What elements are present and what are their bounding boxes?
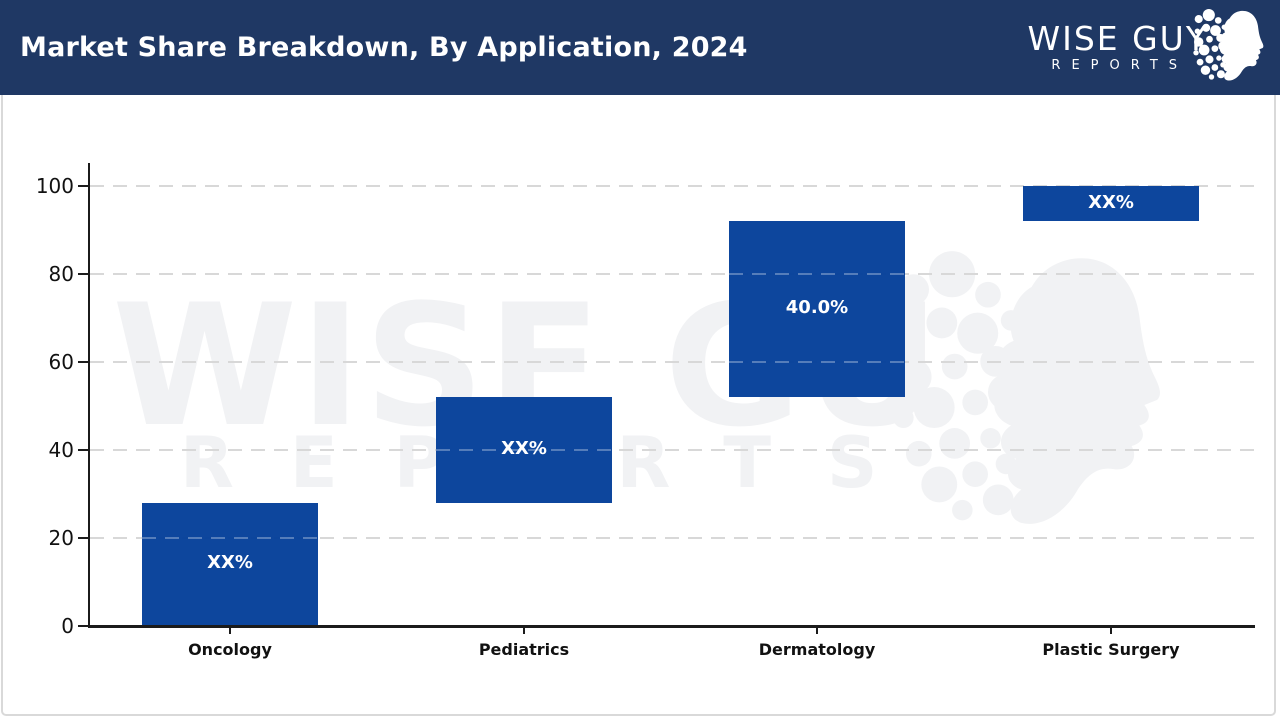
x-label-pediatrics: Pediatrics bbox=[478, 640, 570, 659]
y-tick-label-40: 40 bbox=[48, 438, 74, 462]
x-tick-plastic-surgery bbox=[1110, 628, 1112, 634]
gridline-80 bbox=[90, 273, 1255, 275]
bar-gridline-overlay bbox=[142, 536, 318, 539]
bar-gridline-overlay bbox=[729, 360, 905, 363]
y-tick-label-60: 60 bbox=[48, 350, 74, 374]
x-label-plastic-surgery: Plastic Surgery bbox=[1042, 640, 1180, 659]
bar-dermatology bbox=[729, 221, 905, 398]
bar-label-pediatrics: XX% bbox=[501, 438, 547, 459]
brand-name: WISE GUY bbox=[1027, 18, 1208, 58]
y-tick-100 bbox=[78, 185, 88, 187]
bar-oncology bbox=[142, 502, 318, 626]
brand-face-icon bbox=[1192, 6, 1266, 88]
y-tick-40 bbox=[78, 449, 88, 451]
x-tick-oncology bbox=[229, 628, 231, 634]
header: Market Share Breakdown, By Application, … bbox=[0, 0, 1280, 95]
x-tick-pediatrics bbox=[523, 628, 525, 634]
page-title: Market Share Breakdown, By Application, … bbox=[20, 32, 748, 63]
brand-logo-text: WISE GUY REPORTS bbox=[1027, 18, 1208, 74]
x-label-dermatology: Dermatology bbox=[758, 640, 876, 659]
bar-plastic-surgery bbox=[1023, 186, 1199, 222]
y-tick-label-80: 80 bbox=[48, 262, 74, 286]
gridline-20 bbox=[90, 537, 1255, 539]
bar-label-dermatology: 40.0% bbox=[785, 297, 849, 319]
y-tick-0 bbox=[78, 625, 88, 627]
x-tick-dermatology bbox=[816, 628, 818, 634]
bar-pediatrics bbox=[436, 397, 612, 503]
bar-label-plastic-surgery: XX% bbox=[1088, 191, 1134, 213]
bar-gridline-overlay bbox=[729, 272, 905, 275]
x-label-oncology: Oncology bbox=[188, 640, 272, 659]
bar-gridline-overlay bbox=[436, 448, 612, 451]
y-tick-20 bbox=[78, 537, 88, 539]
bar-label-oncology: XX% bbox=[207, 552, 253, 574]
y-tick-label-20: 20 bbox=[48, 526, 74, 550]
x-axis-line bbox=[88, 625, 1255, 628]
y-tick-label-0: 0 bbox=[61, 614, 74, 638]
gridline-100 bbox=[90, 185, 1255, 187]
brand-subtitle: REPORTS bbox=[1051, 58, 1189, 74]
y-axis-line bbox=[88, 163, 90, 628]
gridline-60 bbox=[90, 361, 1255, 363]
y-tick-60 bbox=[78, 361, 88, 363]
brand-logo: WISE GUY REPORTS bbox=[1027, 8, 1266, 88]
gridline-40 bbox=[90, 449, 1255, 451]
y-tick-label-100: 100 bbox=[35, 174, 74, 198]
y-tick-80 bbox=[78, 273, 88, 275]
